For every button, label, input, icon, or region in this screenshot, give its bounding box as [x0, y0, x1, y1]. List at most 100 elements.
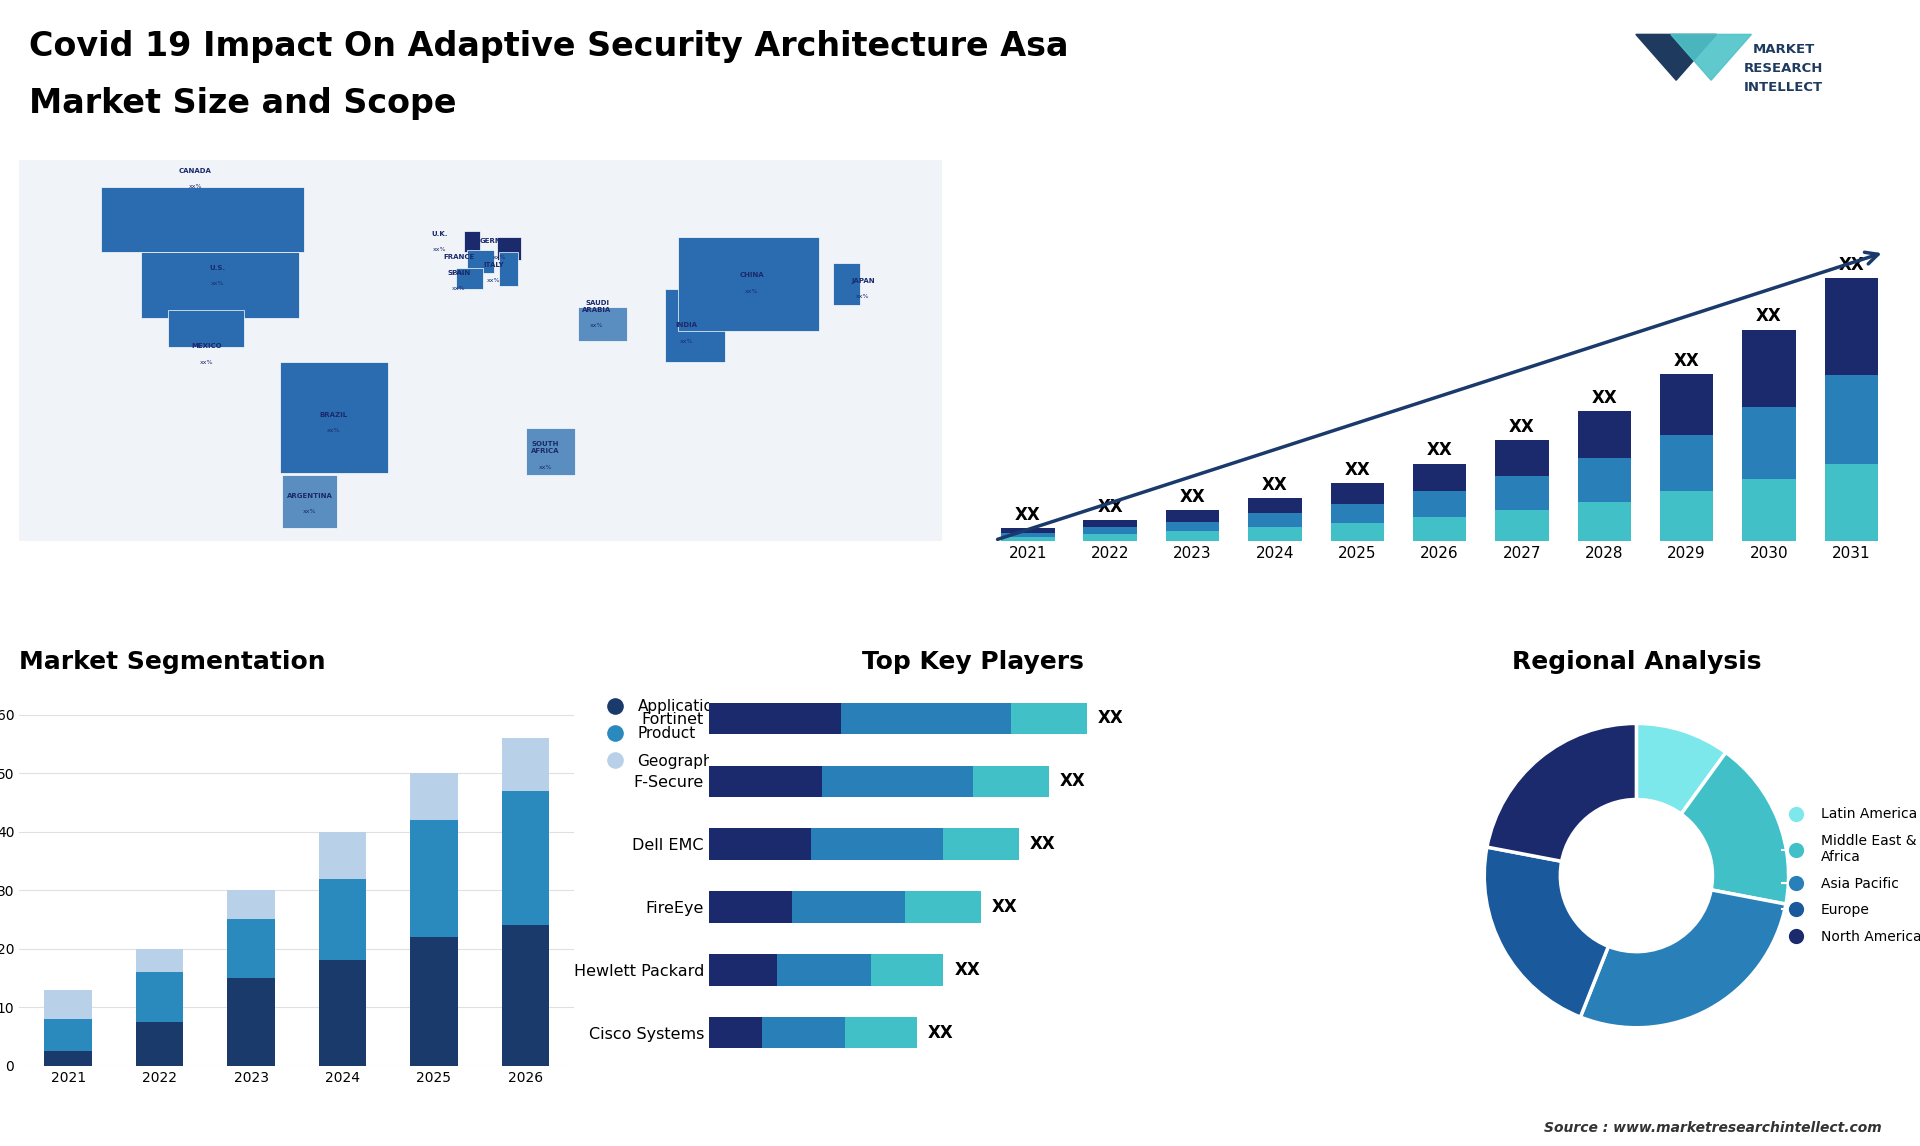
Legend: Latin America, Middle East &
Africa, Asia Pacific, Europe, North America: Latin America, Middle East & Africa, Asi… — [1776, 802, 1920, 949]
Bar — [943, 829, 1018, 860]
Bar — [411, 774, 457, 821]
Bar — [841, 702, 1012, 735]
Bar — [791, 892, 904, 923]
Text: U.S.: U.S. — [209, 265, 225, 270]
Wedge shape — [1580, 889, 1786, 1028]
Text: XX: XX — [1098, 709, 1123, 728]
Text: INDIA: INDIA — [676, 322, 697, 329]
Bar — [664, 289, 724, 362]
Bar — [1578, 458, 1632, 502]
Bar — [501, 791, 549, 925]
Bar — [136, 1022, 184, 1066]
Text: Market Segmentation: Market Segmentation — [19, 650, 326, 674]
Bar — [44, 990, 92, 1019]
Bar — [319, 879, 367, 960]
Wedge shape — [1486, 723, 1636, 862]
Bar — [1083, 534, 1137, 541]
Polygon shape — [1670, 34, 1751, 80]
Text: JAPAN: JAPAN — [851, 277, 876, 284]
Text: XX: XX — [1839, 257, 1864, 274]
Text: FRANCE: FRANCE — [444, 254, 474, 260]
Bar — [499, 252, 518, 286]
Text: SOUTH
AFRICA: SOUTH AFRICA — [532, 441, 561, 454]
Text: xx%: xx% — [680, 339, 693, 344]
Bar — [319, 832, 367, 879]
Bar — [1741, 479, 1795, 541]
Text: xx%: xx% — [589, 323, 603, 328]
Text: XX: XX — [1592, 388, 1617, 407]
Text: XX: XX — [1509, 418, 1534, 435]
Text: XX: XX — [1427, 441, 1453, 460]
Text: xx%: xx% — [326, 427, 340, 433]
Bar — [1661, 374, 1713, 434]
Bar — [1413, 463, 1467, 492]
Text: CHINA: CHINA — [739, 273, 764, 278]
Bar — [526, 427, 576, 476]
Bar — [1331, 523, 1384, 541]
Bar — [1331, 482, 1384, 503]
Bar — [1248, 527, 1302, 541]
Text: XX: XX — [1060, 772, 1087, 791]
Text: xx%: xx% — [200, 360, 213, 364]
Bar — [1496, 510, 1549, 541]
Bar — [136, 949, 184, 972]
Bar — [1741, 407, 1795, 479]
Bar — [708, 829, 810, 860]
Bar — [169, 309, 244, 347]
Bar — [227, 890, 275, 919]
Text: XX: XX — [1179, 488, 1206, 507]
Bar — [1413, 517, 1467, 541]
Bar — [455, 268, 484, 289]
Text: MEXICO: MEXICO — [192, 344, 221, 350]
Bar — [411, 821, 457, 937]
Bar — [762, 1017, 845, 1049]
Bar — [578, 307, 626, 342]
Text: xx%: xx% — [488, 278, 501, 283]
Bar — [227, 919, 275, 978]
Bar — [1012, 702, 1087, 735]
Text: xx%: xx% — [856, 295, 870, 299]
Text: XX: XX — [1029, 835, 1056, 853]
Text: SAUDI
ARABIA: SAUDI ARABIA — [582, 299, 612, 313]
Text: xx%: xx% — [188, 185, 202, 189]
Text: XX: XX — [1098, 499, 1123, 516]
Polygon shape — [1636, 34, 1716, 80]
Bar — [1661, 434, 1713, 492]
Bar — [142, 252, 300, 317]
Bar — [708, 766, 822, 796]
Wedge shape — [1682, 753, 1789, 904]
Wedge shape — [1636, 723, 1726, 814]
Bar — [501, 738, 549, 791]
Bar — [778, 955, 872, 986]
Bar — [708, 892, 791, 923]
Bar — [1165, 531, 1219, 541]
Text: XX: XX — [1674, 352, 1699, 370]
Bar — [1248, 499, 1302, 513]
Bar — [678, 236, 820, 331]
Bar — [1578, 502, 1632, 541]
Text: ITALY: ITALY — [484, 262, 505, 268]
Bar — [1741, 330, 1795, 407]
Text: xx%: xx% — [211, 281, 225, 286]
Text: xx%: xx% — [493, 254, 507, 260]
Bar — [319, 960, 367, 1066]
Text: XX: XX — [1757, 307, 1782, 325]
Title: Regional Analysis: Regional Analysis — [1511, 650, 1761, 674]
Bar — [1083, 520, 1137, 527]
Text: U.K.: U.K. — [432, 230, 447, 236]
Bar — [465, 231, 480, 252]
Bar — [501, 925, 549, 1066]
Bar — [44, 1051, 92, 1066]
Bar — [1331, 503, 1384, 523]
Bar — [497, 236, 520, 260]
Text: BRAZIL: BRAZIL — [321, 411, 348, 417]
Bar — [833, 262, 860, 305]
Bar — [136, 972, 184, 1022]
Bar — [282, 476, 336, 527]
Bar — [708, 702, 841, 735]
Text: XX: XX — [927, 1023, 954, 1042]
Text: xx%: xx% — [745, 289, 758, 295]
Bar — [822, 766, 973, 796]
Text: Source : www.marketresearchintellect.com: Source : www.marketresearchintellect.com — [1544, 1121, 1882, 1135]
Text: CANADA: CANADA — [179, 167, 211, 173]
